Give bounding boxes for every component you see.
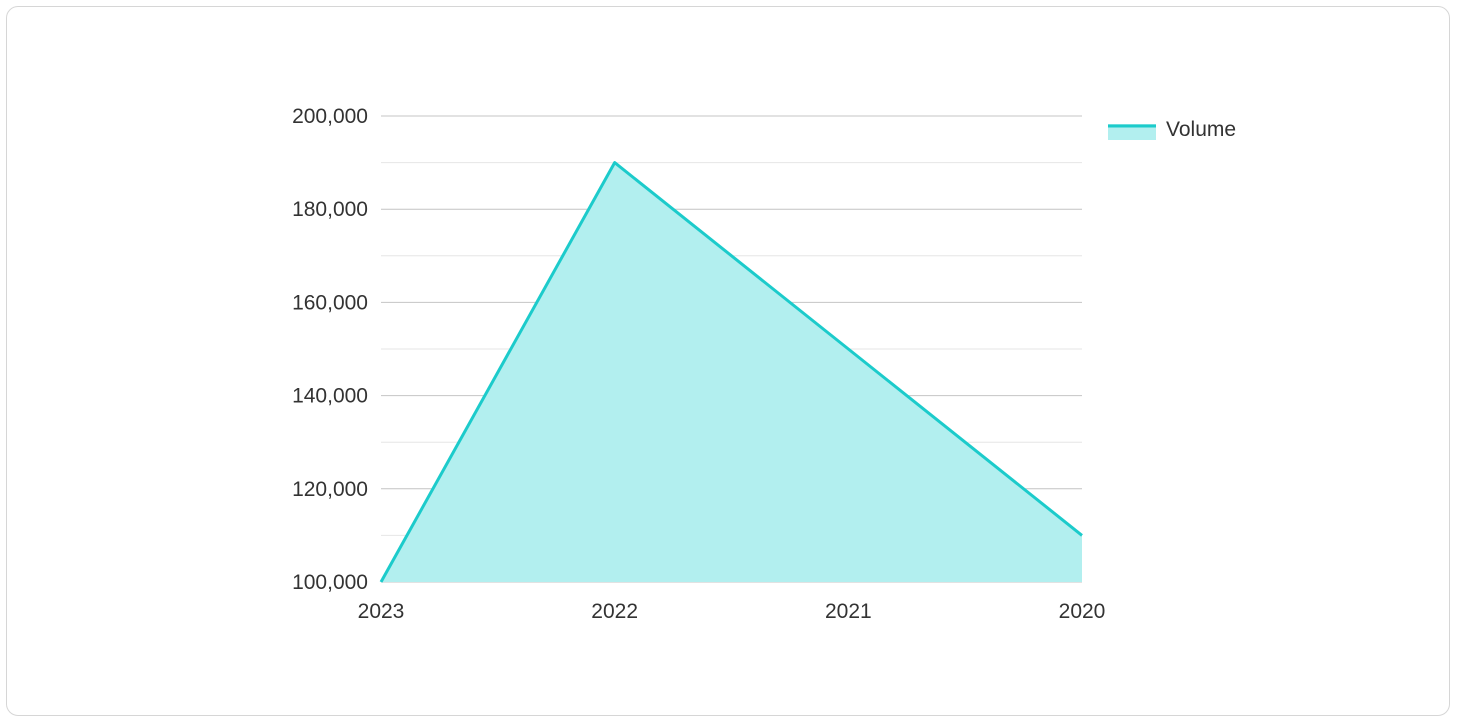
y-tick-label: 180,000 <box>292 198 368 221</box>
legend-swatch-volume <box>1108 124 1156 140</box>
legend[interactable]: Volume <box>1108 118 1236 141</box>
x-tick-label: 2022 <box>591 600 638 623</box>
y-tick-label: 100,000 <box>292 571 368 594</box>
y-tick-label: 140,000 <box>292 385 368 408</box>
series-area-volume <box>381 162 1082 582</box>
x-tick-label: 2020 <box>1059 600 1106 623</box>
x-axis-ticks: 2023 2022 2021 2020 <box>358 600 1106 623</box>
legend-label-volume: Volume <box>1166 118 1236 141</box>
y-tick-label: 120,000 <box>292 478 368 501</box>
x-tick-label: 2023 <box>358 600 405 623</box>
x-tick-label: 2021 <box>825 600 872 623</box>
y-tick-label: 200,000 <box>292 105 368 128</box>
y-tick-label: 160,000 <box>292 291 368 314</box>
plot-area <box>379 161 1083 583</box>
y-axis-ticks: 100,000 120,000 140,000 160,000 180,000 200,0… <box>292 105 368 594</box>
series-line-volume <box>379 161 1083 583</box>
